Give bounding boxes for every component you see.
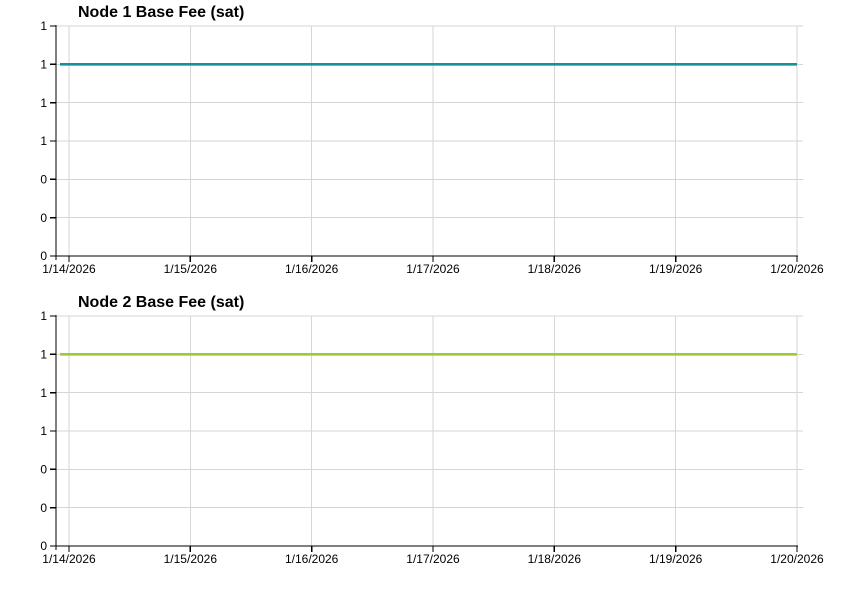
chart-node-2-base-fee: Node 2 Base Fee (sat) 1 1 1 1 0 0 0 1/14/2026 1/… — [0, 290, 860, 580]
y-tick-label: 0 — [40, 211, 47, 225]
y-tick-label: 0 — [40, 539, 47, 553]
y-tick-label: 1 — [40, 348, 47, 362]
y-tick-label: 1 — [40, 19, 47, 33]
y-tick-label: 0 — [40, 463, 47, 477]
x-tick-label: 1/14/2026 — [42, 262, 96, 276]
x-tick-label: 1/18/2026 — [528, 262, 582, 276]
x-tick-label: 1/16/2026 — [285, 262, 339, 276]
y-tick-label: 1 — [40, 58, 47, 72]
y-tick-label: 0 — [40, 249, 47, 263]
x-tick-label: 1/17/2026 — [406, 552, 460, 566]
x-tick-label: 1/19/2026 — [649, 262, 703, 276]
x-tick-label: 1/14/2026 — [42, 552, 96, 566]
chart-title-node-2: Node 2 Base Fee (sat) — [78, 294, 245, 311]
x-tick-label: 1/20/2026 — [770, 552, 824, 566]
x-tick-label: 1/16/2026 — [285, 552, 339, 566]
y-tick-label: 0 — [40, 501, 47, 515]
y-tick-label: 0 — [40, 173, 47, 187]
y-tick-label: 1 — [40, 424, 47, 438]
chart-node-1-base-fee: Node 1 Base Fee (sat) 1 1 1 1 0 0 0 1/14/2026 1/… — [0, 0, 860, 290]
x-tick-label: 1/17/2026 — [406, 262, 460, 276]
x-tick-label: 1/20/2026 — [770, 262, 824, 276]
chart-title-node-1: Node 1 Base Fee (sat) — [78, 4, 245, 21]
x-tick-label: 1/15/2026 — [164, 552, 218, 566]
y-tick-label: 1 — [40, 96, 47, 110]
y-tick-label: 1 — [40, 386, 47, 400]
x-tick-label: 1/15/2026 — [164, 262, 218, 276]
y-tick-label: 1 — [40, 134, 47, 148]
x-tick-label: 1/19/2026 — [649, 552, 703, 566]
x-tick-label: 1/18/2026 — [528, 552, 582, 566]
y-tick-label: 1 — [40, 309, 47, 323]
